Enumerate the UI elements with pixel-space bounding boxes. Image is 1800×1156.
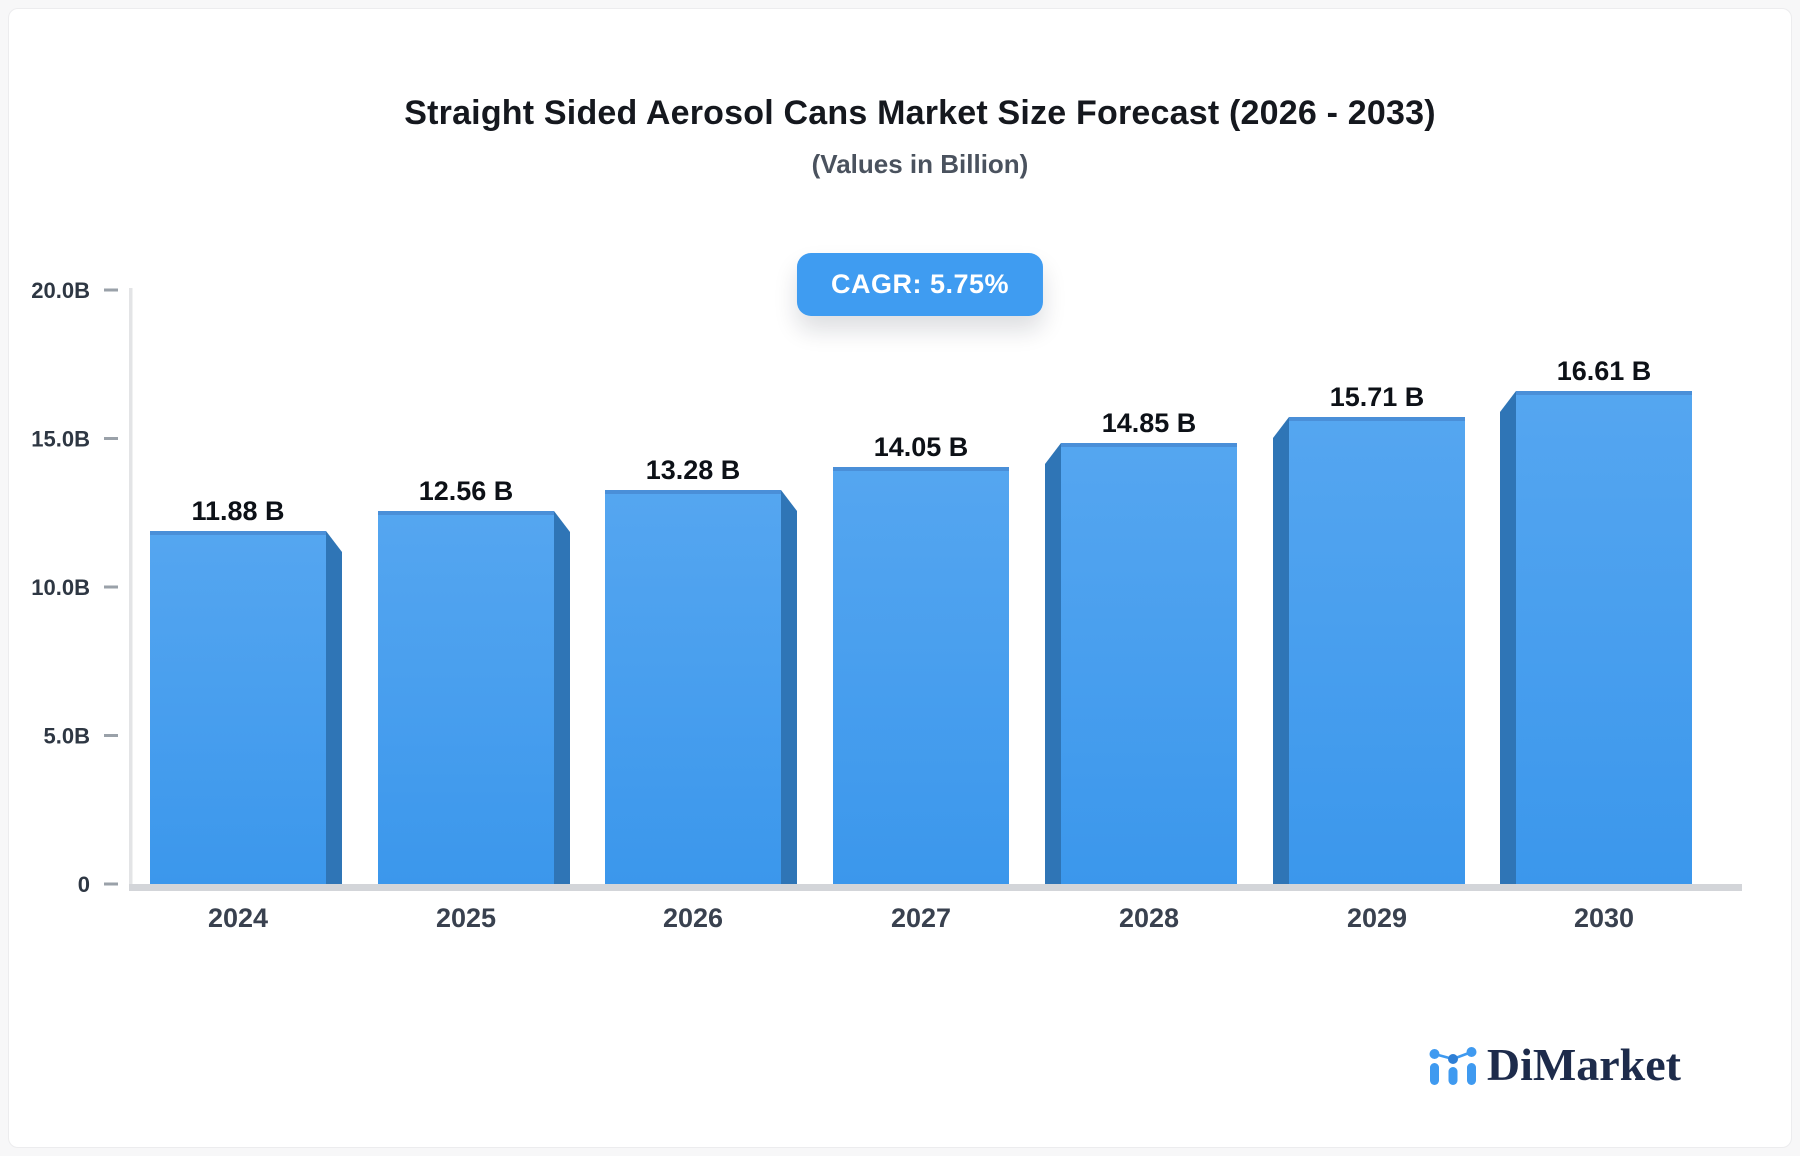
bar-side-face [326,531,342,884]
bar-front-face[interactable] [833,467,1009,884]
y-axis-line [129,288,133,891]
bar-value-label: 16.61 B [1557,356,1652,386]
y-tick-label: 5.0B [44,724,90,749]
x-axis-label: 2026 [663,903,723,933]
bar-2024[interactable] [150,531,342,884]
x-baseline [129,884,1742,891]
bar-2028[interactable] [1045,443,1237,884]
bar-front-face[interactable] [150,531,326,884]
x-axis-label: 2024 [208,903,268,933]
x-axis-label: 2029 [1347,903,1407,933]
bar-front-face[interactable] [1516,391,1692,884]
chart-title: Straight Sided Aerosol Cans Market Size … [404,94,1436,132]
bar-value-label: 13.28 B [646,455,741,485]
bar-2030[interactable] [1500,391,1692,884]
x-axis-label: 2030 [1574,903,1634,933]
x-axis-label: 2028 [1119,903,1179,933]
bar-top-edge [1516,391,1692,395]
bar-top-edge [833,467,1009,471]
bar-side-face [1273,417,1289,884]
bar-2025[interactable] [378,511,570,884]
bar-value-label: 14.05 B [874,432,969,462]
bar-front-face[interactable] [1289,417,1465,884]
bar-side-face [781,490,797,884]
bar-top-edge [150,531,326,535]
bar-2026[interactable] [605,490,797,884]
dimarket-logo-text: DiMarket [1486,1039,1681,1090]
bar-front-face[interactable] [1061,443,1237,884]
y-tick-label: 10.0B [31,575,90,600]
cagr-badge: CAGR: 5.75% [796,253,1044,316]
bar-value-label: 15.71 B [1330,382,1425,412]
bar-value-label: 14.85 B [1102,408,1197,438]
mini-bar-chart-icon [1429,1047,1477,1085]
bar-front-face[interactable] [605,490,781,884]
bar-value-label: 11.88 B [191,496,284,526]
bar-front-face[interactable] [378,511,554,884]
y-tick-label: 15.0B [31,427,90,452]
bar-value-label: 12.56 B [419,476,514,506]
x-axis-label: 2025 [436,903,496,933]
chart-header: Straight Sided Aerosol Cans Market Size … [40,94,1800,180]
bar-side-face [1045,443,1061,884]
cagr-badge-label: CAGR: 5.75% [830,269,1010,299]
bar-top-edge [605,490,781,494]
bar-top-edge [1061,443,1237,447]
bar-top-edge [1289,417,1465,421]
bar-2027[interactable] [833,467,1009,884]
bar-top-edge [378,511,554,515]
y-tick-label: 20.0B [31,278,90,303]
y-tick-label: 0 [78,872,90,897]
chart-subtitle: (Values in Billion) [811,149,1029,179]
bar-2029[interactable] [1273,417,1465,884]
dimarket-logo: DiMarket [1429,1038,1681,1090]
bar-side-face [554,511,570,884]
bar-side-face [1500,391,1516,884]
x-axis-label: 2027 [891,903,951,933]
